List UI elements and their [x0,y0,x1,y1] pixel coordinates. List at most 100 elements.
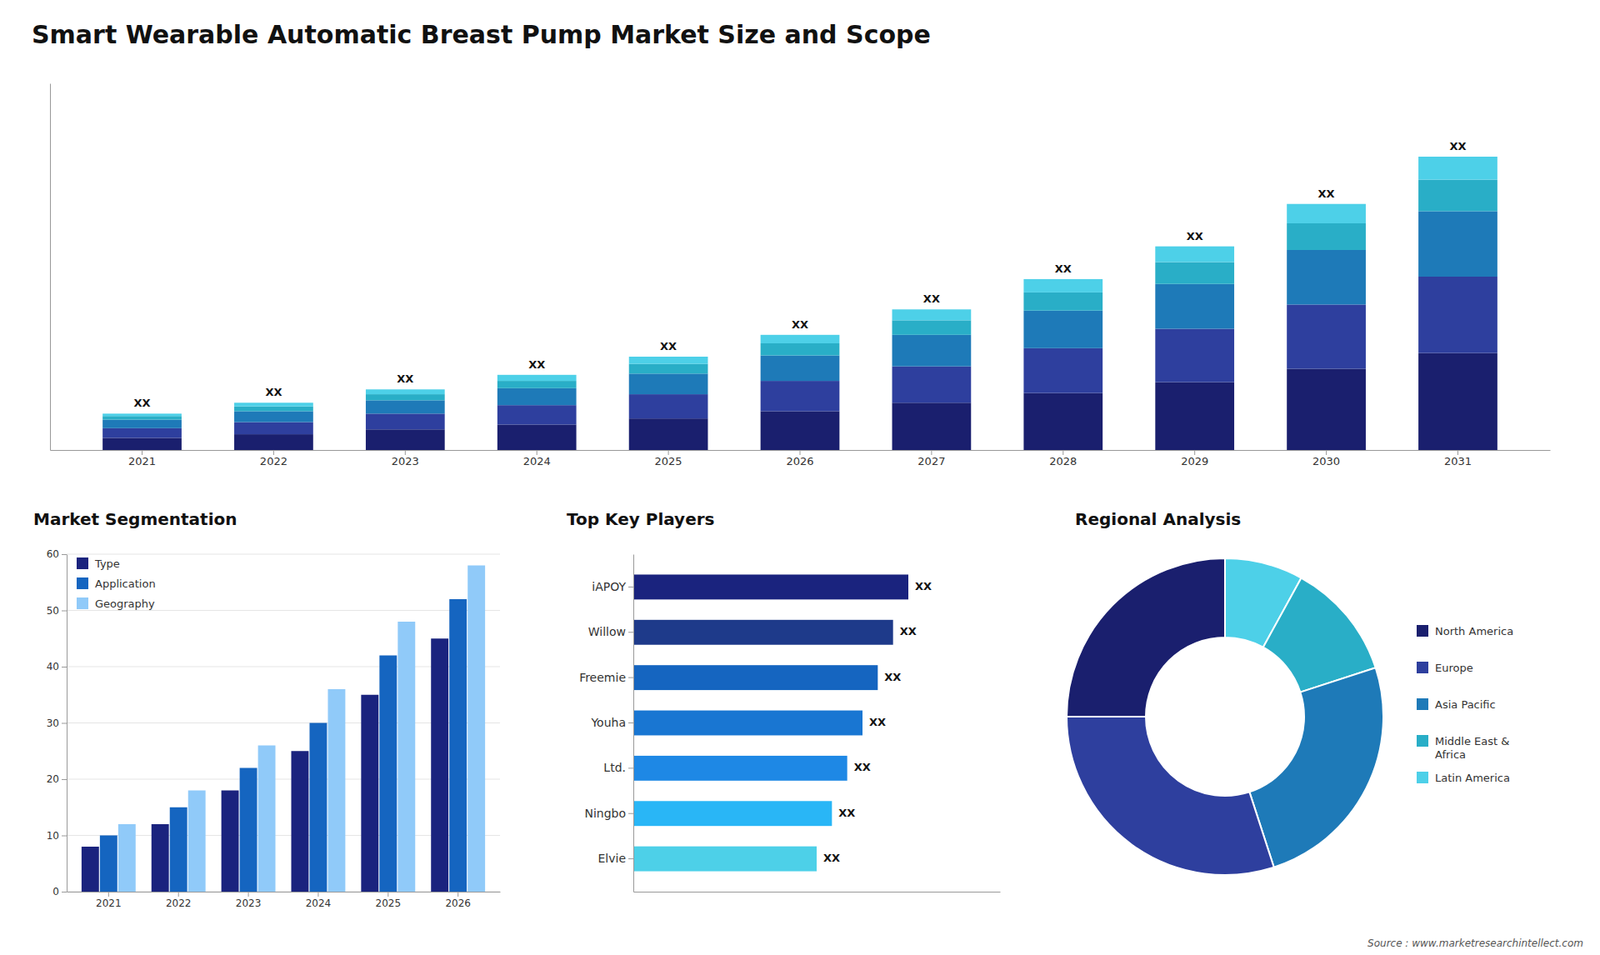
bar-label: XX [660,340,677,353]
source-note: Source : www.marketresearchintellect.com [1367,937,1584,950]
bar-segment [760,335,840,344]
x-tick: 2022 [165,891,192,910]
bar [290,750,309,892]
bar-segment [892,309,972,320]
y-tick-mark [628,813,634,815]
legend-label: Geography [95,597,155,610]
bar-segment [629,364,709,375]
y-tick-label: Elvie [597,851,626,865]
y-tick-mark [61,723,67,725]
legend: TypeApplicationGeography [76,557,156,610]
y-tick-label: 40 [46,660,60,673]
y-tick: 40 [46,660,67,673]
bar-series [102,156,1498,416]
bar-segment [1418,180,1498,212]
bar-segment [102,415,182,420]
bar-segment [892,335,972,367]
legend-swatch [1416,735,1429,747]
stacked-bar-chart: XXXXXXXXXXXXXXXXXXXXXX202120222023202420… [50,84,1551,469]
y-tick-mark [61,779,67,780]
bar-segment [629,356,709,365]
bar-segment [629,394,709,419]
x-tick: 2027 [917,450,945,468]
legend-label: Latin America [1435,771,1510,785]
bar-segment [1023,310,1103,349]
y-tick: Youha [590,715,634,730]
bar-segment [1286,304,1366,369]
bar-segment [497,375,577,381]
bar-segment [497,388,577,405]
y-tick-label: Youha [590,715,626,730]
y-tick: 30 [46,717,67,730]
bar-label: XX [134,396,151,410]
y-tick-mark [61,835,67,837]
bar-label: XX [265,385,282,399]
x-tick-mark [108,891,110,897]
x-tick: 2031 [1444,450,1472,468]
legend-item: Type [76,557,120,570]
legend-label-line: Asia Pacific [1435,698,1496,711]
x-tick-mark [178,891,180,897]
bar [170,807,188,892]
y-axis: iAPOYWillowFreemieYouhaLtd.NingboElvie [579,555,634,893]
x-tick: 2026 [785,450,814,468]
bar [240,768,258,893]
x-tick-label: 2030 [1312,455,1340,468]
y-tick: Freemie [579,670,634,685]
chart-title: Market Segmentation [33,509,238,530]
bar-segment [1286,204,1366,224]
bar-segment [1155,284,1235,330]
legend-label: Type [94,557,120,570]
y-tick: iAPOY [591,580,634,594]
bar-segment [1155,382,1235,450]
grid-line [66,610,500,611]
y-tick: Elvie [597,851,634,865]
legend-swatch [1416,771,1429,784]
x-tick-mark [457,891,459,897]
bar-label: XX [900,625,917,638]
bars [81,565,485,893]
figure-title: Smart Wearable Automatic Breast Pump Mar… [31,20,931,50]
bar [430,638,449,892]
bar-segment [365,400,445,414]
bars [102,156,1498,450]
y-tick: 10 [46,830,67,842]
bar [309,723,327,893]
x-axis-line [67,891,501,893]
bar-segment [892,320,972,335]
x-tick: 2023 [235,891,262,910]
x-tick: 2024 [523,450,551,468]
x-tick-label: 2029 [1180,455,1209,468]
bar-series [102,210,1498,428]
x-axis [634,891,1001,893]
bar-label: XX [823,851,840,865]
x-tick-mark [248,891,250,897]
x-tick: 2023 [391,450,420,468]
y-tick-mark [61,554,67,555]
bar-label: XX [923,292,940,305]
bar-segment [102,420,182,429]
x-tick-mark [317,891,319,897]
x-axis-line [634,891,1001,893]
bar [81,846,100,892]
legend-label: Middle East &Africa [1435,735,1510,761]
bar [221,790,240,893]
bar [633,665,878,690]
y-tick-mark [61,891,67,893]
bar-segment [629,373,709,395]
y-tick-mark [628,631,634,633]
bars [633,574,909,871]
bar-label: XX [791,318,809,331]
slice [1066,558,1225,717]
x-tick: 2021 [95,891,122,910]
bar [118,824,136,892]
x-tick-label: 2027 [917,455,945,468]
chart-title: Regional Analysis [1075,509,1241,530]
figure: Smart Wearable Automatic Breast Pump Mar… [0,0,1600,955]
legend-label-line: Latin America [1435,771,1510,785]
bar-label: XX [1186,230,1204,243]
bar [633,574,909,600]
bar-segment [234,406,314,412]
bar [449,599,467,892]
x-tick-label: 2021 [95,897,122,910]
